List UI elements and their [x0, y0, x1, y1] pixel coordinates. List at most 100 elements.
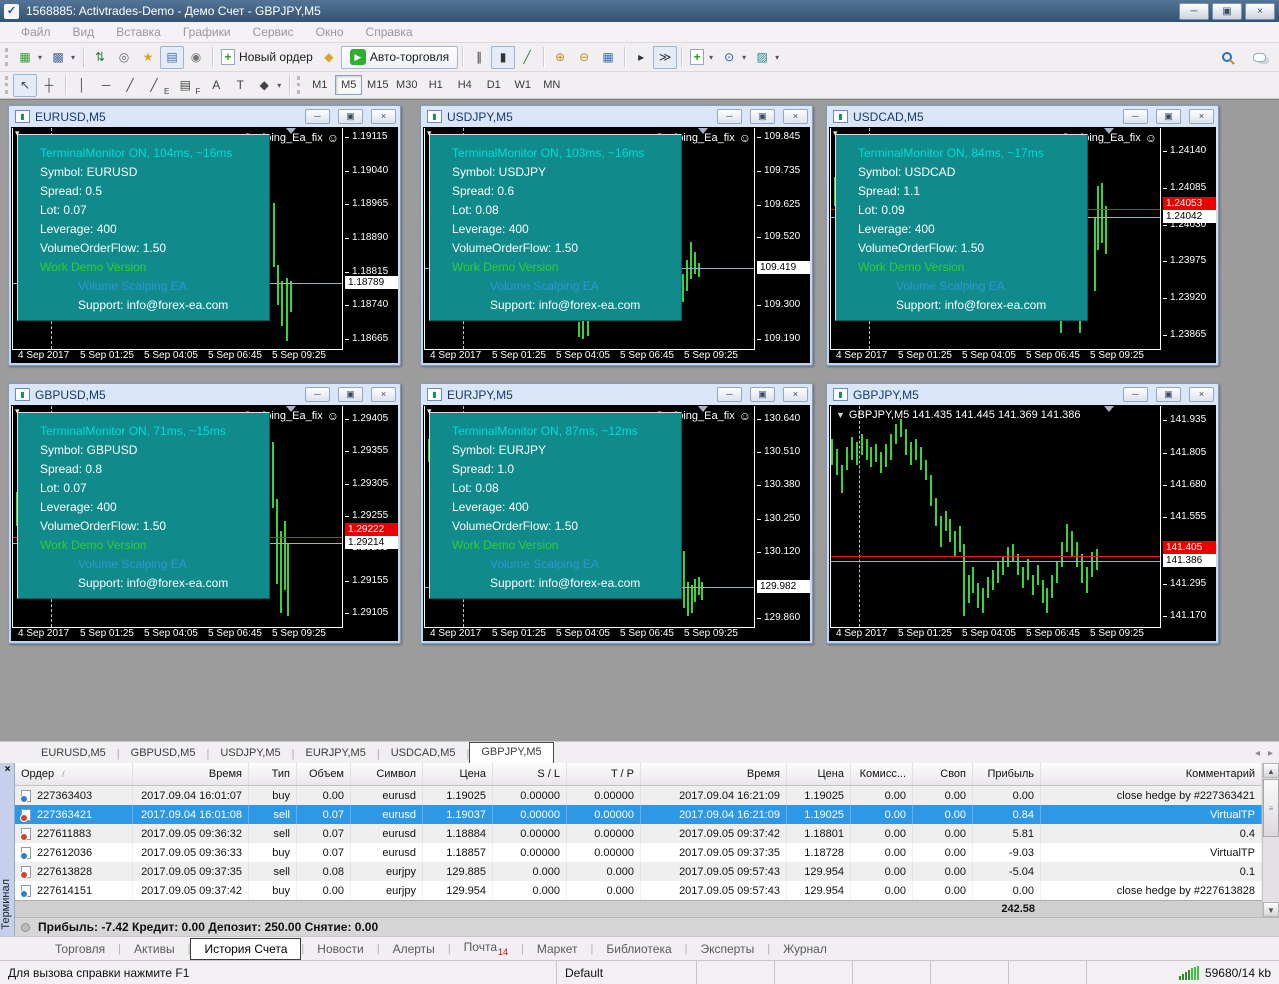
vertical-line-tool-button[interactable]: │	[70, 74, 94, 97]
chart-minimize-button[interactable]: ─	[717, 387, 742, 402]
table-row[interactable]: 227612036 2017.09.05 09:36:33 buy 0.07 eurus…	[15, 843, 1262, 862]
navigator-button[interactable]: ★	[136, 46, 160, 69]
text-tool-button[interactable]: A	[204, 74, 228, 97]
autotrading-button[interactable]: ▶ Авто-торговля	[340, 45, 459, 69]
chart-close-button[interactable]: ×	[371, 387, 396, 402]
close-button[interactable]: ×	[1245, 2, 1275, 20]
column-header[interactable]: Ордер	[15, 763, 133, 785]
new-chart-button[interactable]: ▦ ▾	[13, 46, 46, 69]
timeframe-d1-button[interactable]: D1	[486, 79, 501, 91]
chart-window-usdjpy[interactable]: ▮ USDJPY,M5 ─ ▣ × ▾ _Scalping_Ea_fix ☺ TerminalM…	[420, 105, 813, 366]
table-row[interactable]: 227363421 2017.09.04 16:01:08 sell 0.07 euru…	[15, 805, 1262, 824]
chart-restore-button[interactable]: ▣	[338, 109, 363, 124]
chart-window-gbpjpy[interactable]: ▮ GBPJPY,M5 ─ ▣ × ▼ GBPJPY,M5 141.435 141.445 …	[826, 383, 1219, 644]
table-row[interactable]: 227611883 2017.09.05 09:36:32 sell 0.07 euru…	[15, 824, 1262, 843]
chart-close-button[interactable]: ×	[1189, 109, 1214, 124]
chart-tab-gbpusd[interactable]: GBPUSD,M5	[130, 747, 196, 759]
terminal-tab[interactable]: Алерты	[392, 941, 435, 956]
chart-window-titlebar[interactable]: ▮ GBPUSD,M5 ─ ▣ ×	[9, 384, 400, 405]
scroll-up-icon[interactable]: ▲	[1263, 763, 1279, 778]
symbol-dropdown-icon[interactable]: ▼	[836, 410, 845, 420]
chart-close-button[interactable]: ×	[371, 109, 396, 124]
menu-item[interactable]: Сервис	[252, 25, 294, 39]
scrollbar-thumb[interactable]: ≡	[1263, 779, 1279, 837]
menu-item[interactable]: Вид	[72, 25, 95, 39]
indicators-button[interactable]: + ▾	[686, 46, 717, 69]
chart-minimize-button[interactable]: ─	[305, 109, 330, 124]
menu-item[interactable]: Окно	[315, 25, 344, 39]
status-profile[interactable]: Default	[557, 961, 697, 984]
horizontal-line-tool-button[interactable]: ─	[94, 74, 118, 97]
chart-window-titlebar[interactable]: ▮ EURJPY,M5 ─ ▣ ×	[421, 384, 812, 405]
restore-button[interactable]: ▣	[1212, 2, 1242, 20]
chart-tab-usdjpy[interactable]: USDJPY,M5	[220, 747, 281, 759]
column-header[interactable]: S / L	[493, 763, 567, 785]
column-header[interactable]: Символ	[351, 763, 423, 785]
chart-canvas[interactable]: ▾ _Scalping_Ea_fix ☺ TerminalMonitor ON, 10…	[423, 127, 810, 363]
chart-minimize-button[interactable]: ─	[1123, 387, 1148, 402]
chart-window-usdcad[interactable]: ▮ USDCAD,M5 ─ ▣ × ▾ _Scalping_Ea_fix ☺ TerminalM…	[826, 105, 1219, 366]
chart-restore-button[interactable]: ▣	[750, 109, 775, 124]
chart-canvas[interactable]: ▼ GBPJPY,M5 141.435 141.445 141.369 141.3…	[829, 405, 1216, 641]
candle-chart-button[interactable]: ▮	[491, 45, 516, 69]
terminal-tab[interactable]: История Счета	[190, 937, 302, 960]
column-header[interactable]: Комментарий	[1041, 763, 1262, 785]
table-row[interactable]: 227614151 2017.09.05 09:37:42 buy 0.00 eurjp…	[15, 881, 1262, 900]
timeframe-m1-button[interactable]: M1	[312, 79, 328, 91]
bar-chart-button[interactable]: ∥	[467, 46, 491, 69]
chart-minimize-button[interactable]: ─	[1123, 109, 1148, 124]
terminal-tab[interactable]: Активы	[134, 941, 175, 956]
chart-restore-button[interactable]: ▣	[750, 387, 775, 402]
chart-canvas[interactable]: ▾ _Scalping_Ea_fix ☺ TerminalMonitor ON, 87…	[423, 405, 810, 641]
chart-minimize-button[interactable]: ─	[717, 109, 742, 124]
profiles-button[interactable]: ▩ ▾	[46, 46, 79, 69]
column-header[interactable]: Прибыль	[973, 763, 1041, 785]
label-tool-button[interactable]: T	[228, 74, 252, 97]
chart-restore-button[interactable]: ▣	[1156, 387, 1181, 402]
timeframe-m15-button[interactable]: M15	[367, 79, 389, 91]
column-header[interactable]: Тип	[249, 763, 297, 785]
ea-smiley-icon[interactable]: ☺	[326, 131, 339, 145]
terminal-tab[interactable]: Эксперты	[700, 941, 755, 956]
terminal-tab[interactable]: Почта14	[463, 940, 509, 957]
menu-item[interactable]: Графики	[182, 25, 231, 39]
chart-minimize-button[interactable]: ─	[305, 387, 330, 402]
metaeditor-button[interactable]: ◆	[317, 46, 341, 69]
chart-restore-button[interactable]: ▣	[338, 387, 363, 402]
chart-close-button[interactable]: ×	[783, 109, 808, 124]
chart-tab-gbpjpy[interactable]: GBPJPY,M5	[469, 742, 554, 763]
chart-canvas[interactable]: ▾ _Scalping_Ea_fix ☺ TerminalMonitor ON, 10…	[11, 127, 398, 363]
terminal-close-icon[interactable]: ×	[4, 764, 11, 775]
search-button[interactable]	[1215, 46, 1238, 69]
chart-close-button[interactable]: ×	[1189, 387, 1214, 402]
chart-window-eurusd[interactable]: ▮ EURUSD,M5 ─ ▣ × ▾ _Scalping_Ea_fix ☺ TerminalM…	[8, 105, 401, 366]
table-row[interactable]: 227613828 2017.09.05 09:37:35 sell 0.08 eurj…	[15, 862, 1262, 881]
tab-scroll-left-icon[interactable]: ◂	[1254, 748, 1260, 759]
zoom-out-button[interactable]: ⊖	[572, 46, 596, 69]
ea-smiley-icon[interactable]: ☺	[1144, 131, 1157, 145]
table-scrollbar[interactable]: ▲ ≡ ▼	[1262, 763, 1279, 917]
periods-button[interactable]: ⊙ ▾	[717, 46, 750, 69]
menu-item[interactable]: Вставка	[116, 25, 161, 39]
timeframe-mn-button[interactable]: MN	[543, 79, 561, 91]
chart-tab-usdcad[interactable]: USDCAD,M5	[390, 747, 456, 759]
chart-window-gbpusd[interactable]: ▮ GBPUSD,M5 ─ ▣ × ▾ _Scalping_Ea_fix ☺ TerminalM…	[8, 383, 401, 644]
auto-scroll-button[interactable]: ≫	[653, 45, 678, 69]
trendline-tool-button[interactable]: ╱	[118, 74, 142, 97]
chart-window-eurjpy[interactable]: ▮ EURJPY,M5 ─ ▣ × ▾ _Scalping_Ea_fix ☺ TerminalM…	[420, 383, 813, 644]
column-header[interactable]: Комисс...	[851, 763, 913, 785]
terminal-tab[interactable]: Маркет	[536, 941, 578, 956]
column-header[interactable]: Объем	[297, 763, 351, 785]
terminal-tab[interactable]: Торговля	[55, 941, 106, 956]
crosshair-tool-button[interactable]: ┼	[37, 74, 61, 97]
terminal-tab[interactable]: Библиотека	[606, 941, 672, 956]
timeframe-m5-button[interactable]: M5	[335, 75, 363, 95]
timeframe-m30-button[interactable]: M30	[396, 79, 418, 91]
market-watch-button[interactable]: ⇅	[88, 46, 112, 69]
tab-scroll-right-icon[interactable]: ▸	[1267, 748, 1273, 759]
scroll-down-icon[interactable]: ▼	[1263, 902, 1279, 917]
data-window-button[interactable]: ◎	[112, 46, 136, 69]
terminal-tab[interactable]: Журнал	[783, 941, 827, 956]
templates-button[interactable]: ▨ ▾	[750, 46, 783, 69]
chart-tab-eurjpy[interactable]: EURJPY,M5	[305, 747, 366, 759]
